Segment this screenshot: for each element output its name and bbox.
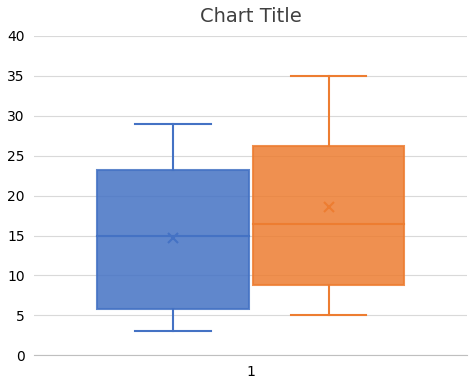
FancyBboxPatch shape [253, 146, 404, 285]
Title: Chart Title: Chart Title [200, 7, 301, 26]
FancyBboxPatch shape [97, 169, 248, 310]
